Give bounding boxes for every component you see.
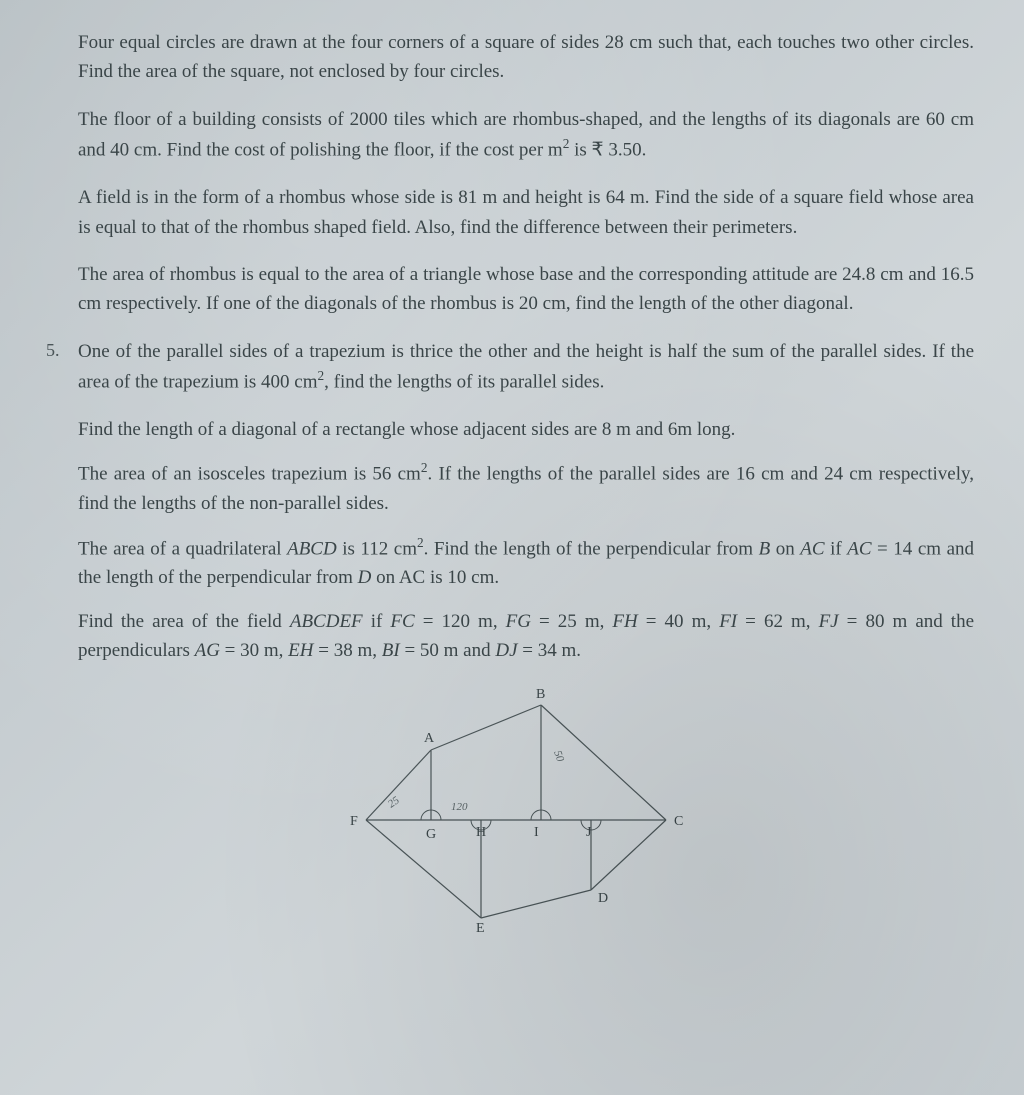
question-8: The area of a quadrilateral ABCD is 112 … xyxy=(78,533,974,593)
text-span: 2 xyxy=(417,535,424,550)
node-label-H: H xyxy=(476,825,486,840)
text-span: BI xyxy=(382,640,400,661)
annotation-2: 50 xyxy=(551,749,566,764)
edge-F-A xyxy=(366,750,431,820)
questions-list: Four equal circles are drawn at the four… xyxy=(78,28,974,666)
question-6: Find the length of a diagonal of a recta… xyxy=(78,415,974,444)
text-span: EH xyxy=(288,640,313,661)
node-label-F: F xyxy=(350,814,358,829)
question-9: Find the area of the field ABCDEF if FC … xyxy=(78,607,974,666)
question-5: 5.One of the parallel sides of a trapezi… xyxy=(78,337,974,397)
text-span: DJ xyxy=(495,640,517,661)
field-diagram: FGHIJCABED2512050 xyxy=(336,680,716,930)
text-span: FI xyxy=(719,611,737,632)
text-span: B xyxy=(759,538,771,559)
node-label-I: I xyxy=(534,825,539,840)
edge-A-B xyxy=(431,705,541,750)
text-span: FC xyxy=(390,611,414,632)
question-7: The area of an isosceles trapezium is 56… xyxy=(78,458,974,518)
question-1: Four equal circles are drawn at the four… xyxy=(78,28,974,87)
node-label-E: E xyxy=(476,921,485,936)
text-span: FG xyxy=(506,611,531,632)
question-4: The area of rhombus is equal to the area… xyxy=(78,260,974,319)
text-span: 2 xyxy=(318,368,325,383)
node-label-D: D xyxy=(598,891,608,906)
node-label-B: B xyxy=(536,687,545,702)
annotation-1: 120 xyxy=(451,801,468,813)
node-label-A: A xyxy=(424,731,435,746)
diagram-container: FGHIJCABED2512050 xyxy=(78,680,974,930)
text-span: AG xyxy=(195,640,220,661)
node-label-G: G xyxy=(426,827,436,842)
text-span: AC xyxy=(847,538,871,559)
text-span: FJ xyxy=(819,611,839,632)
text-span: FH xyxy=(612,611,637,632)
text-span: D xyxy=(358,567,372,588)
question-3: A field is in the form of a rhombus whos… xyxy=(78,183,974,242)
question-number: 5. xyxy=(46,337,60,365)
text-span: AC xyxy=(800,538,824,559)
edge-E-F xyxy=(366,820,481,918)
edge-C-D xyxy=(591,820,666,890)
edge-B-C xyxy=(541,705,666,820)
text-span: 2 xyxy=(563,136,570,151)
edge-D-E xyxy=(481,890,591,918)
question-2: The floor of a building consists of 2000… xyxy=(78,105,974,165)
text-span: 2 xyxy=(421,460,428,475)
text-span: ABCDEF xyxy=(290,611,363,632)
text-span: ABCD xyxy=(287,538,337,559)
node-label-C: C xyxy=(674,814,683,829)
node-label-J: J xyxy=(586,825,592,840)
